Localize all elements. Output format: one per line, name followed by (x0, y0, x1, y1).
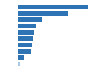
Bar (18, 55, 24, 60)
Bar (18, 24, 36, 28)
Bar (18, 5, 88, 9)
Bar (18, 30, 34, 35)
Bar (18, 17, 42, 22)
Bar (18, 43, 32, 47)
Bar (18, 49, 31, 54)
Bar (18, 36, 33, 41)
Bar (18, 62, 20, 66)
Bar (18, 11, 68, 16)
